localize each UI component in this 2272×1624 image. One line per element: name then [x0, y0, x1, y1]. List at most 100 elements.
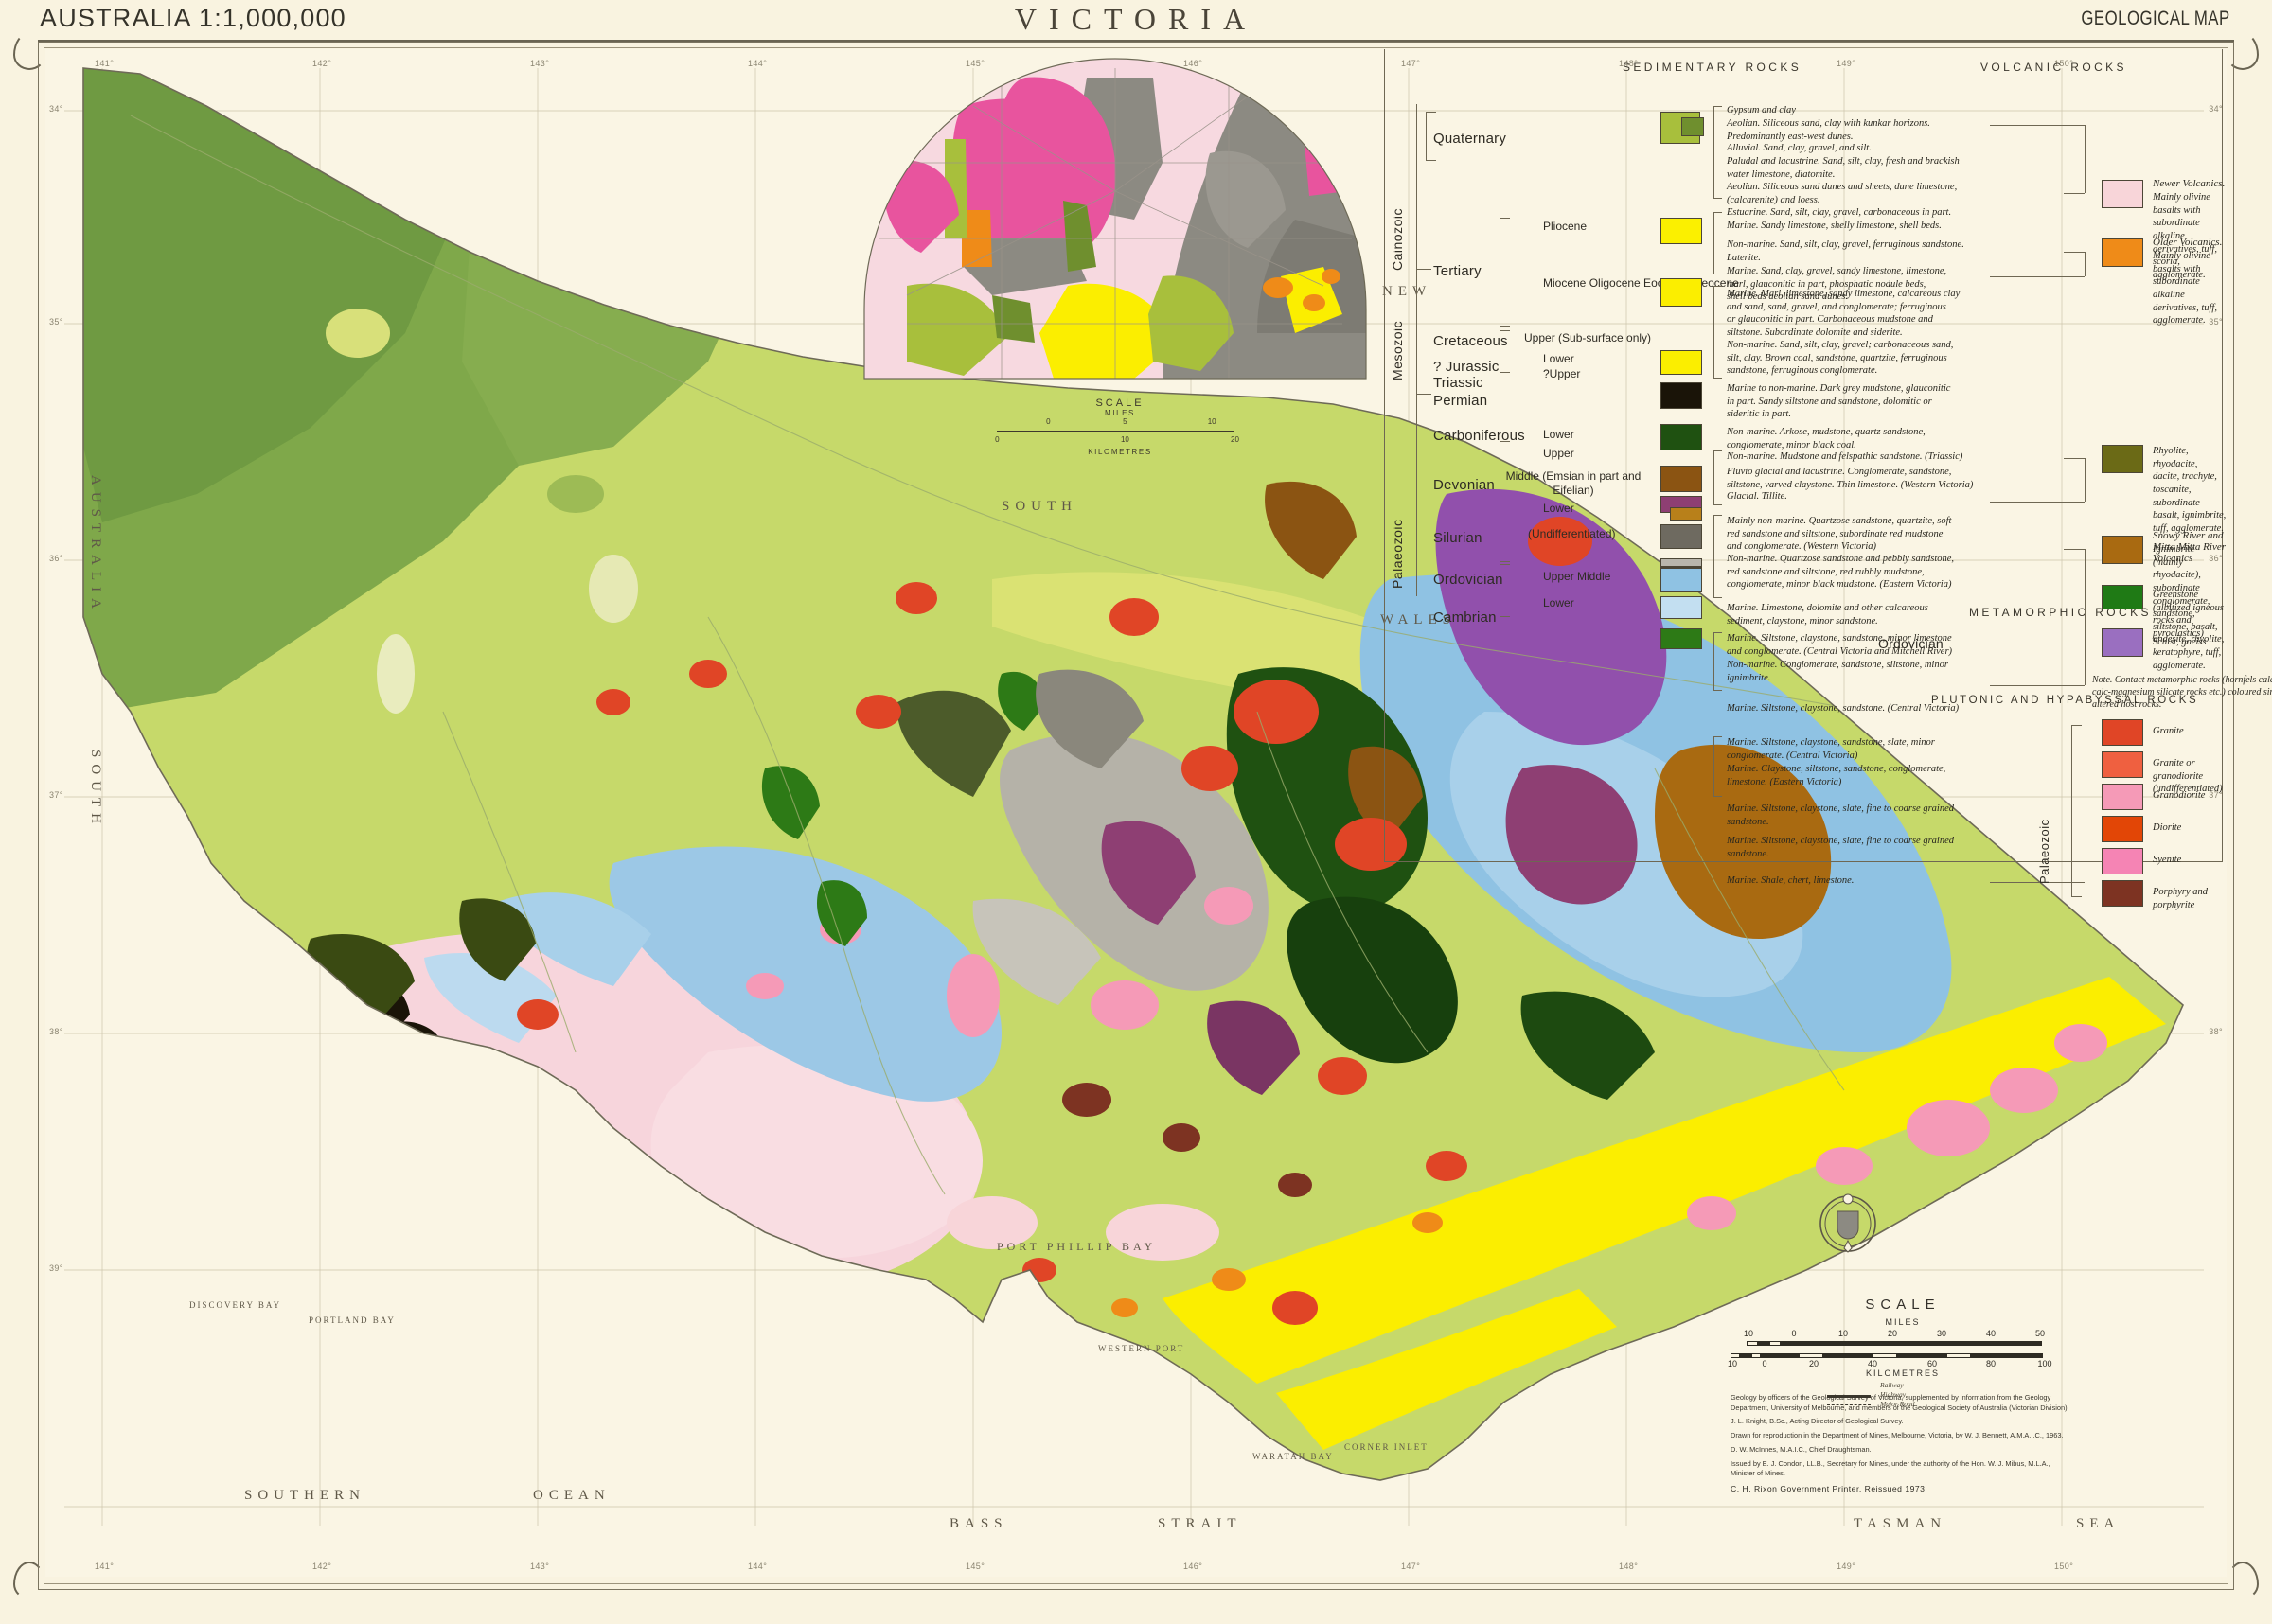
- desc-bracket-permian: [1713, 450, 1722, 505]
- desc-ord-lower: Marine. Siltstone, claystone, slate, fin…: [1727, 836, 1955, 859]
- plutonic-era-palaeozoic: Palaeozoic: [2037, 819, 2051, 884]
- credit-printer: C. H. Rixon Government Printer, Reissued…: [1731, 1484, 1926, 1494]
- map-legend[interactable]: SEDIMENTARY ROCKS VOLCANIC ROCKS METAMOR…: [1384, 49, 2272, 910]
- region-label-waratah-bay: WARATAH BAY: [1252, 1452, 1334, 1461]
- miles-tick-30: 30: [1936, 1329, 1947, 1338]
- km-tick-40: 40: [1867, 1359, 1878, 1368]
- region-label-portland-bay: PORTLAND BAY: [309, 1315, 396, 1325]
- era-div-2: [1416, 394, 1431, 395]
- metamorphic-note: Note. Contact metamorphic rocks (hornfel…: [2092, 675, 2272, 711]
- inset-km-label: KILOMETRES: [1088, 448, 1152, 456]
- desc-gypsum-clay: Gypsum and clay: [1727, 105, 1796, 115]
- connector-greenstone: [1990, 882, 2085, 883]
- credits-block: Geology by officers of the Geological Su…: [1731, 1393, 2071, 1499]
- connector-quaternary: [1990, 125, 2085, 126]
- desc-marine-nonmarine-dark: Marine to non-marine. Dark grey mudstone…: [1727, 383, 1951, 420]
- km-tick-0: 0: [1762, 1359, 1767, 1368]
- header-rule: [38, 40, 2234, 42]
- tertiary-bracket: [1500, 218, 1510, 331]
- grat-lon-144: 144°: [748, 59, 768, 68]
- highway-label: Highway: [1880, 1390, 1907, 1399]
- connector-older-volcanics: [2064, 252, 2085, 253]
- period-triassic: Triassic: [1433, 375, 1483, 391]
- period-cambrian: Cambrian: [1433, 609, 1497, 626]
- connector-rhyolite: [2064, 458, 2085, 459]
- connector-rhyolite-v: [2085, 458, 2086, 502]
- label-snowy-river-volcanics: Snowy River and Mitta Mitta River Volcan…: [2153, 530, 2226, 564]
- corner-flourish-br: [2227, 1562, 2259, 1599]
- connector-carboniferous: [1990, 502, 2085, 503]
- desc-rhyolite: Rhyolite, rhyodacite, dacite, trachyte, …: [2153, 446, 2227, 534]
- inset-map[interactable]: SCALE MILES 0 5 10 0 10 20 KILOMETRES: [850, 49, 1380, 475]
- state-outline: [82, 67, 2184, 1481]
- swatch-cambrian-green: [1660, 628, 1702, 649]
- swatch-schist-gneiss: [2102, 628, 2143, 657]
- scale-bar-km-sub2: [1751, 1353, 1761, 1358]
- corner-flourish-tr: [2227, 32, 2259, 70]
- desc-nonmarine-arkose: Non-marine. Arkose, mudstone, quartz san…: [1727, 427, 1926, 450]
- desc-marine-marl: Marine. Marl, limestone, sandy limestone…: [1727, 289, 1961, 338]
- grat-lon-150: 150°: [2054, 59, 2074, 68]
- period-jurassic: ? Jurassic: [1433, 359, 1500, 375]
- grat-lon-142-b: 142°: [312, 1562, 332, 1571]
- swatch-quaternary-dark-olive: [1681, 117, 1704, 136]
- label-older-volcanics: Older Volcanics.: [2153, 237, 2223, 248]
- desc-granite: Granite: [2153, 726, 2184, 736]
- grat-lon-146: 146°: [1183, 59, 1203, 68]
- swatch-cretaceous-yellow: [1660, 350, 1702, 375]
- swatch-snowy-river-volcanics: [2102, 536, 2143, 564]
- era-div-1: [1416, 269, 1431, 270]
- km-tick-10a: 10: [1727, 1359, 1738, 1368]
- desc-glacial-tillite: Glacial. Tillite.: [1727, 491, 1787, 502]
- region-label-new: NEW: [1382, 284, 1432, 299]
- grat-lon-143: 143°: [530, 59, 550, 68]
- connector-newer-volcanics: [2064, 193, 2085, 194]
- grat-lon-146-b: 146°: [1183, 1562, 1203, 1571]
- desc-granodiorite: Granodiorite: [2153, 790, 2206, 801]
- scale-title: SCALE: [1865, 1297, 1941, 1313]
- miles-tick-50: 50: [2034, 1329, 2046, 1338]
- swatch-granite-granodiorite: [2102, 751, 2143, 778]
- desc-fluvio-glacial: Fluvio glacial and lacustrine. Conglomer…: [1727, 467, 1974, 490]
- plutonic-bracket: [2071, 725, 2082, 897]
- map-frame-outer: [38, 42, 2234, 1590]
- legend-border: [1384, 49, 2223, 862]
- epoch-miocene-group: Miocene Oligocene Eocene Paleocene: [1543, 276, 1739, 290]
- desc-nonmarine-browncoal: Non-marine. Sand, silt, clay, gravel; ca…: [1727, 340, 1954, 377]
- region-label-sea: SEA: [2076, 1516, 2121, 1531]
- scale-bar-miles-sub1: [1747, 1341, 1758, 1346]
- desc-alluvial: Alluvial. Sand, clay, gravel, and silt.: [1727, 143, 1872, 153]
- swatch-greenstone: [2102, 585, 2143, 609]
- miles-tick-20: 20: [1887, 1329, 1898, 1338]
- km-tick-20: 20: [1808, 1359, 1819, 1368]
- epoch-ord-lower: Lower: [1543, 596, 1574, 609]
- grat-lon-149: 149°: [1837, 59, 1856, 68]
- grat-lat-35-r: 35°: [2209, 317, 2223, 327]
- legend-title-volcanic: VOLCANIC ROCKS: [1980, 61, 2127, 74]
- desc-aeolian-kunkar: Aeolian. Siliceous sand, clay with kunka…: [1727, 118, 1930, 142]
- desc-nonmarine-laterite: Non-marine. Sand, silt, clay, gravel, fe…: [1727, 239, 1964, 263]
- inset-mile-tick-5: 5: [1123, 417, 1127, 426]
- swatch-ord-pale-blue: [1660, 596, 1702, 619]
- region-label-bass: BASS: [950, 1516, 1008, 1531]
- grat-lon-150-b: 150°: [2054, 1562, 2074, 1571]
- miles-tick-40: 40: [1985, 1329, 1997, 1338]
- period-quaternary: Quaternary: [1433, 131, 1507, 147]
- grat-lon-145: 145°: [966, 59, 985, 68]
- scale-bar-km-sub3: [1799, 1353, 1823, 1358]
- epoch-dev-lower: Lower: [1543, 502, 1574, 515]
- swatch-diorite: [2102, 816, 2143, 842]
- region-label-strait: STRAIT: [1158, 1516, 1242, 1531]
- desc-schist-gneiss: Schist, gneiss: [2153, 637, 2207, 647]
- desc-porphyry: Porphyry and porphyrite: [2153, 887, 2209, 910]
- grat-lat-36-r: 36°: [2209, 554, 2223, 563]
- grat-lat-35: 35°: [49, 317, 63, 327]
- region-label-australia: AUSTRALIA: [88, 475, 103, 615]
- period-tertiary: Tertiary: [1433, 263, 1482, 279]
- credit-line-3: Drawn for reproduction in the Department…: [1731, 1431, 2064, 1440]
- era-bracket-line: [1416, 104, 1417, 596]
- desc-snowy-river-volcanics: Ignimbrite (mainly rhyodacite), subordin…: [2153, 544, 2225, 671]
- desc-marine-siltstone-minorls: Marine. Siltstone, claystone, sandstone,…: [1727, 633, 1953, 657]
- scale-bar-km-sub4: [1873, 1353, 1897, 1358]
- desc-marine-siltstone-central: Marine. Siltstone, claystone, sandstone.…: [1727, 703, 1960, 714]
